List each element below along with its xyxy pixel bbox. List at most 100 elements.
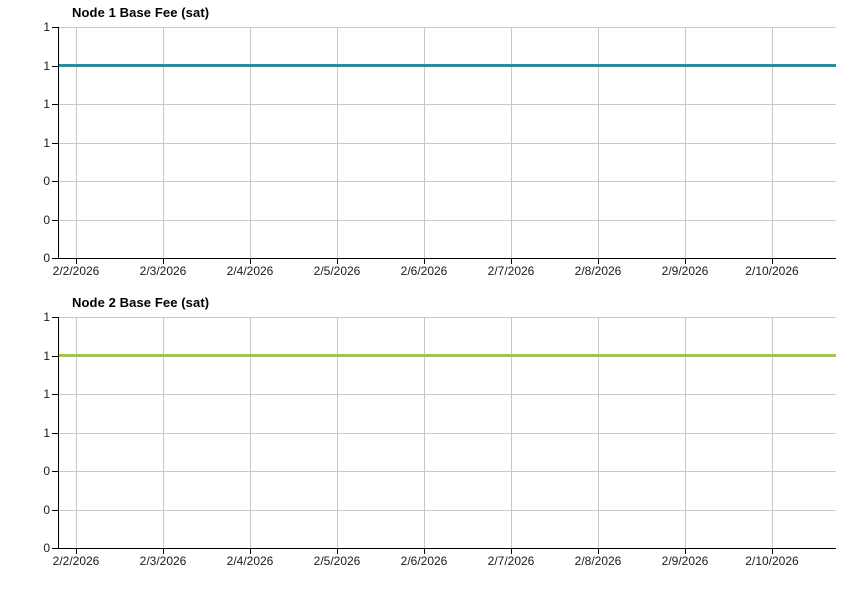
y-axis-tick [52, 219, 58, 221]
data-point-marker [422, 354, 426, 357]
gridline-horizontal [58, 181, 836, 182]
x-axis-tick [511, 258, 512, 264]
y-axis-line [58, 317, 59, 549]
data-point-marker [161, 354, 165, 357]
x-axis-label: 2/4/2026 [226, 264, 274, 278]
data-point-marker [596, 354, 600, 357]
x-axis-label: 2/10/2026 [745, 264, 799, 278]
gridline-vertical [250, 317, 251, 548]
gridline-horizontal [58, 471, 836, 472]
data-point-marker [161, 64, 165, 67]
y-axis-label: 1 [43, 20, 50, 34]
x-axis-label: 2/2/2026 [52, 554, 100, 568]
x-axis-label: 2/3/2026 [139, 554, 187, 568]
y-axis-label: 1 [43, 97, 50, 111]
gridline-vertical [511, 27, 512, 258]
x-axis-label: 2/3/2026 [139, 264, 187, 278]
gridline-vertical [598, 317, 599, 548]
x-axis-tick [76, 258, 77, 264]
y-axis-tick [52, 509, 58, 511]
y-axis-label: 1 [43, 387, 50, 401]
gridline-vertical [76, 317, 77, 548]
data-point-marker [248, 64, 252, 67]
y-axis-labels: 1 1 1 1 0 0 0 [0, 0, 50, 290]
y-axis-line [58, 27, 59, 259]
gridline-horizontal [58, 509, 836, 511]
gridline-horizontal [58, 142, 836, 144]
y-axis-tick [52, 394, 58, 395]
x-axis-label: 2/2/2026 [52, 264, 100, 278]
x-axis-tick [685, 548, 686, 554]
x-axis-tick [685, 258, 686, 264]
y-axis-tick [52, 258, 58, 259]
data-point-marker [422, 64, 426, 67]
data-point-marker [74, 64, 78, 67]
y-axis-label: 0 [43, 502, 50, 517]
plot-area-node-2 [58, 317, 836, 548]
chart-panel-node-1: Node 1 Base Fee (sat) [0, 0, 860, 290]
data-point-marker [335, 64, 339, 67]
y-axis-tick [52, 65, 58, 67]
gridline-horizontal [58, 394, 836, 395]
x-axis-tick [598, 258, 599, 264]
x-axis-label: 2/6/2026 [400, 554, 448, 568]
data-point-marker [509, 354, 513, 357]
chart-panel-node-2: Node 2 Base Fee (sat) [0, 290, 860, 580]
plot-area-node-1 [58, 27, 836, 258]
x-axis-tick [772, 258, 773, 264]
x-axis-tick [250, 258, 251, 264]
x-axis-label: 2/7/2026 [487, 554, 535, 568]
gridline-vertical [424, 317, 425, 548]
y-axis-tick [52, 181, 58, 182]
y-axis-label: 1 [43, 348, 50, 363]
y-axis-label: 1 [43, 310, 50, 324]
x-axis-tick [511, 548, 512, 554]
y-axis-label: 0 [43, 541, 50, 555]
gridline-vertical [685, 317, 686, 548]
y-axis-label: 0 [43, 212, 50, 227]
y-axis-label: 0 [43, 251, 50, 265]
y-axis-tick [52, 317, 58, 318]
y-axis-tick [52, 432, 58, 434]
y-axis-label: 0 [43, 464, 50, 478]
chart-title-node-1: Node 1 Base Fee (sat) [72, 5, 210, 20]
data-point-marker [74, 354, 78, 357]
x-axis-tick [76, 548, 77, 554]
gridline-vertical [250, 27, 251, 258]
x-axis-tick [163, 258, 164, 264]
x-axis-label: 2/5/2026 [313, 264, 361, 278]
gridline-vertical [772, 317, 773, 548]
gridline-vertical [163, 317, 164, 548]
data-point-marker [683, 64, 687, 67]
x-axis-label: 2/9/2026 [661, 554, 709, 568]
x-axis-label: 2/8/2026 [574, 554, 622, 568]
x-axis-line [58, 258, 836, 259]
gridline-horizontal [58, 432, 836, 434]
chart-title-node-2: Node 2 Base Fee (sat) [72, 295, 210, 310]
x-axis-label: 2/5/2026 [313, 554, 361, 568]
y-axis-label: 0 [43, 174, 50, 188]
y-axis-tick [52, 104, 58, 105]
x-axis-tick [163, 548, 164, 554]
x-axis-tick [424, 258, 425, 264]
y-axis-label: 1 [43, 135, 50, 150]
data-point-marker [596, 64, 600, 67]
y-axis-label: 1 [43, 58, 50, 73]
data-point-marker [770, 354, 774, 357]
x-axis-tick [598, 548, 599, 554]
x-axis-tick [337, 548, 338, 554]
data-point-marker [335, 354, 339, 357]
gridline-horizontal [58, 317, 836, 318]
gridline-horizontal [58, 104, 836, 105]
series-node-2-base-fee [58, 354, 836, 357]
x-axis-tick [772, 548, 773, 554]
gridline-vertical [337, 27, 338, 258]
gridline-horizontal [58, 27, 836, 28]
gridline-vertical [424, 27, 425, 258]
data-point-marker [683, 354, 687, 357]
x-axis-label: 2/4/2026 [226, 554, 274, 568]
y-axis-label: 1 [43, 425, 50, 440]
gridline-vertical [76, 27, 77, 258]
x-axis-line [58, 548, 836, 549]
